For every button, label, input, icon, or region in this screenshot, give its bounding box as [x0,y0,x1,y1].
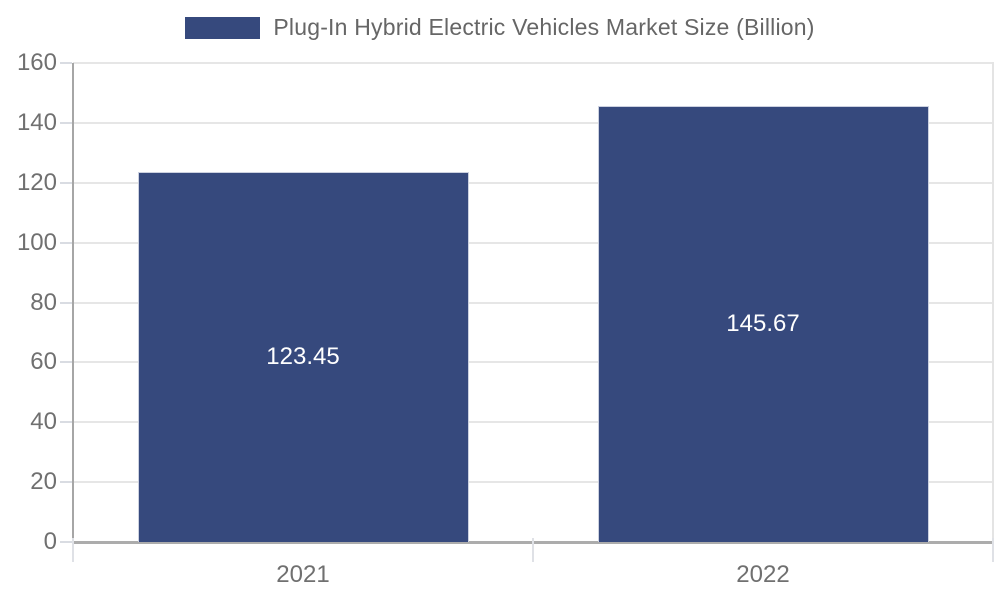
bar-value-label-2022: 145.67 [726,309,800,337]
y-axis-tick-20 [60,481,72,484]
gridline-60 [74,361,992,364]
bar-2022 [597,105,929,542]
gridline-40 [74,421,992,424]
y-axis-tick-40 [60,421,72,424]
x-axis-boundary-tick-1 [532,538,534,562]
x-axis-category-label-2022: 2022 [736,561,790,588]
gridline-160 [74,62,992,64]
y-axis-tick-120 [60,181,72,184]
y-axis-tick-60 [60,361,72,364]
legend-swatch [185,16,261,39]
y-axis-tick-label-140: 140 [16,108,57,136]
x-axis-boundary-tick-0 [72,538,74,562]
y-axis-tick-label-0: 0 [43,528,57,555]
x-axis-boundary-tick-2 [992,538,994,562]
y-axis-line [72,63,74,542]
bar-2021 [137,172,469,542]
y-axis-tick-80 [60,301,72,304]
y-axis-tick-label-100: 100 [16,228,57,256]
y-axis-tick-100 [60,241,72,244]
gridline-140 [74,121,992,124]
y-axis-tick-160 [60,62,72,64]
y-axis-tick-label-60: 60 [30,348,57,376]
gridline-20 [74,481,992,484]
y-axis-tick-label-120: 120 [16,168,57,196]
y-axis-tick-label-40: 40 [30,408,57,436]
y-axis-tick-140 [60,121,72,124]
y-axis-tick-label-160: 160 [16,49,57,76]
plot-border-right [992,62,994,543]
gridline-120 [74,181,992,184]
y-axis-tick-label-20: 20 [30,468,57,496]
gridline-80 [74,301,992,304]
legend-label: Plug-In Hybrid Electric Vehicles Market … [273,14,815,40]
y-axis-tick-0 [60,541,72,543]
y-axis-tick-label-80: 80 [30,288,57,316]
x-axis-category-label-2021: 2021 [276,561,330,588]
plot-area: 0 20 40 60 80 100 120 140 160 123.45 2021 145.67 202… [17,51,994,588]
gridline-100 [74,241,992,244]
chart-legend-item[interactable]: Plug-In Hybrid Electric Vehicles Market … [0,14,1000,41]
bar-value-label-2021: 123.45 [266,343,340,371]
